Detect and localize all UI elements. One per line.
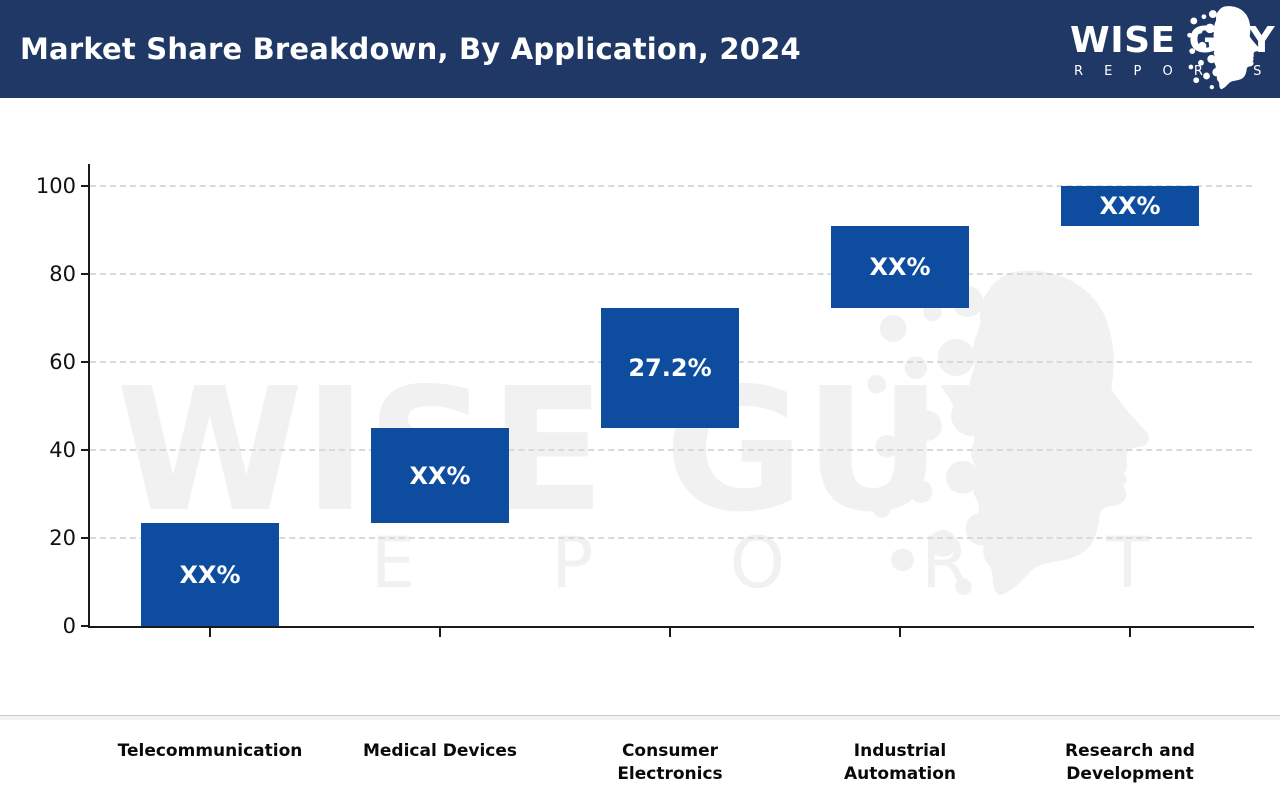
y-tick-label-80: 80 — [49, 262, 76, 286]
x-tick — [669, 628, 671, 637]
bottom-divider — [0, 715, 1280, 720]
y-tick-80 — [81, 273, 90, 275]
wise-guy-logo: WISE GUY R E P O R T S — [1034, 0, 1275, 98]
bar-value-label: XX% — [409, 461, 471, 490]
x-axis-line — [88, 626, 1254, 628]
category-label: Medical Devices — [362, 741, 517, 761]
gridline-20 — [90, 537, 1252, 539]
y-tick-60 — [81, 361, 90, 363]
y-tick-0 — [81, 625, 90, 627]
x-tick — [209, 628, 211, 637]
gridline-100 — [90, 185, 1252, 187]
bar-segment: XX% — [371, 428, 509, 524]
x-tick — [1129, 628, 1131, 637]
watermark-wordmark: WISE GUY — [116, 352, 1066, 550]
y-tick-label-100: 100 — [35, 174, 76, 198]
bar-segment: 27.2% — [601, 308, 739, 428]
y-tick-label-60: 60 — [49, 350, 76, 374]
bar-segment: XX% — [831, 226, 969, 309]
y-tick-100 — [81, 185, 90, 187]
dotted-face-icon — [1187, 6, 1260, 90]
gridline-80 — [90, 273, 1252, 275]
bar-value-label: XX% — [179, 560, 241, 589]
header-banner: Market Share Breakdown, By Application, … — [0, 0, 1280, 98]
page-title: Market Share Breakdown, By Application, … — [20, 32, 801, 66]
bar-value-label: XX% — [1099, 192, 1161, 221]
category-label: Telecommunication — [117, 741, 303, 761]
gridline-40 — [90, 449, 1252, 451]
y-tick-label-40: 40 — [49, 438, 76, 462]
y-axis-line — [88, 164, 90, 628]
category-label: Research and Development — [1065, 741, 1195, 784]
chart-area: WISE GUY R E P O R T S 0 20 40 60 80 100 XX% XX… — [0, 98, 1280, 784]
y-tick-40 — [81, 449, 90, 451]
y-tick-label-20: 20 — [49, 526, 76, 550]
category-label: Industrial Automation — [844, 741, 956, 784]
bar-segment: XX% — [141, 523, 279, 626]
category-label: Consumer Electronics — [617, 741, 723, 784]
x-tick — [439, 628, 441, 637]
y-tick-label-0: 0 — [62, 614, 76, 638]
bar-value-label: 27.2% — [628, 354, 712, 383]
y-tick-20 — [81, 537, 90, 539]
bar-value-label: XX% — [869, 253, 931, 282]
bar-segment: XX% — [1061, 186, 1199, 227]
x-tick — [899, 628, 901, 637]
